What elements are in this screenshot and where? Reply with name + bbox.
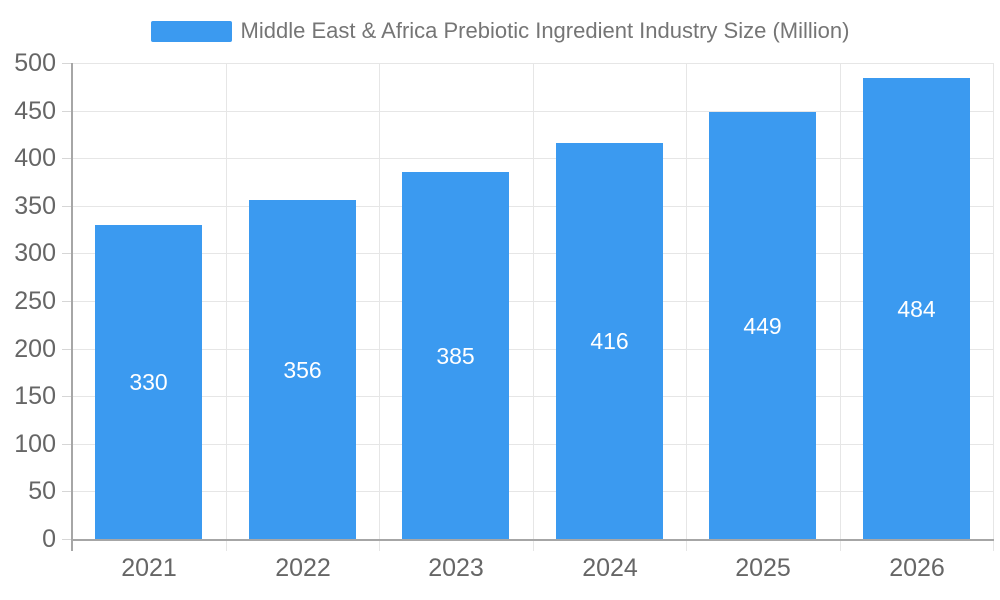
h-gridline	[72, 206, 993, 207]
x-tick-label: 2022	[275, 554, 331, 582]
x-tick-label: 2025	[735, 554, 791, 582]
h-gridline	[72, 63, 993, 64]
v-gridline	[533, 63, 534, 551]
x-tick-label: 2024	[582, 554, 638, 582]
h-gridline	[72, 491, 993, 492]
bar-value-label: 330	[129, 369, 168, 395]
y-tick-label: 400	[14, 144, 56, 172]
y-tick	[62, 491, 72, 492]
h-gridline	[72, 111, 993, 112]
y-tick-label: 350	[14, 192, 56, 220]
v-gridline	[840, 63, 841, 551]
h-gridline	[72, 444, 993, 445]
bar-value-label: 449	[743, 313, 782, 339]
chart-title[interactable]: Middle East & Africa Prebiotic Ingredien…	[240, 18, 850, 43]
y-tick-label: 450	[14, 97, 56, 125]
y-tick-label: 150	[14, 382, 56, 410]
y-tick	[62, 63, 72, 64]
h-gridline	[72, 253, 993, 254]
x-axis-line	[72, 539, 994, 541]
y-tick-label: 500	[14, 49, 56, 77]
y-tick-label: 300	[14, 239, 56, 267]
bar-value-label: 385	[436, 343, 475, 369]
h-gridline	[72, 301, 993, 302]
y-tick	[62, 206, 72, 207]
bar	[709, 112, 816, 539]
y-tick	[62, 111, 72, 112]
y-tick	[62, 253, 72, 254]
v-gridline	[379, 63, 380, 551]
bar	[249, 200, 356, 539]
y-tick-label: 200	[14, 335, 56, 363]
bar-value-label: 416	[590, 328, 629, 354]
bar	[863, 78, 970, 539]
v-gridline	[226, 63, 227, 551]
v-gridline	[686, 63, 687, 551]
h-gridline	[72, 158, 993, 159]
bar-value-label: 484	[897, 296, 936, 322]
v-gridline	[993, 63, 994, 551]
y-tick	[62, 539, 72, 540]
y-tick-label: 100	[14, 430, 56, 458]
bar	[95, 225, 202, 539]
x-tick-label: 2023	[428, 554, 484, 582]
y-tick	[62, 349, 72, 350]
x-tick-label: 2021	[121, 554, 177, 582]
bar	[402, 172, 509, 539]
y-tick	[62, 301, 72, 302]
y-tick	[62, 158, 72, 159]
y-axis-line	[71, 63, 73, 551]
h-gridline	[72, 349, 993, 350]
bar-value-label: 356	[283, 357, 322, 383]
y-tick-label: 0	[42, 525, 56, 553]
y-tick-label: 50	[28, 477, 56, 505]
x-tick-label: 2026	[889, 554, 945, 582]
legend-swatch[interactable]	[150, 20, 232, 42]
legend: Middle East & Africa Prebiotic Ingredien…	[0, 18, 1000, 44]
y-tick	[62, 396, 72, 397]
h-gridline	[72, 396, 993, 397]
bar	[556, 143, 663, 539]
y-tick-label: 250	[14, 287, 56, 315]
y-tick	[62, 444, 72, 445]
